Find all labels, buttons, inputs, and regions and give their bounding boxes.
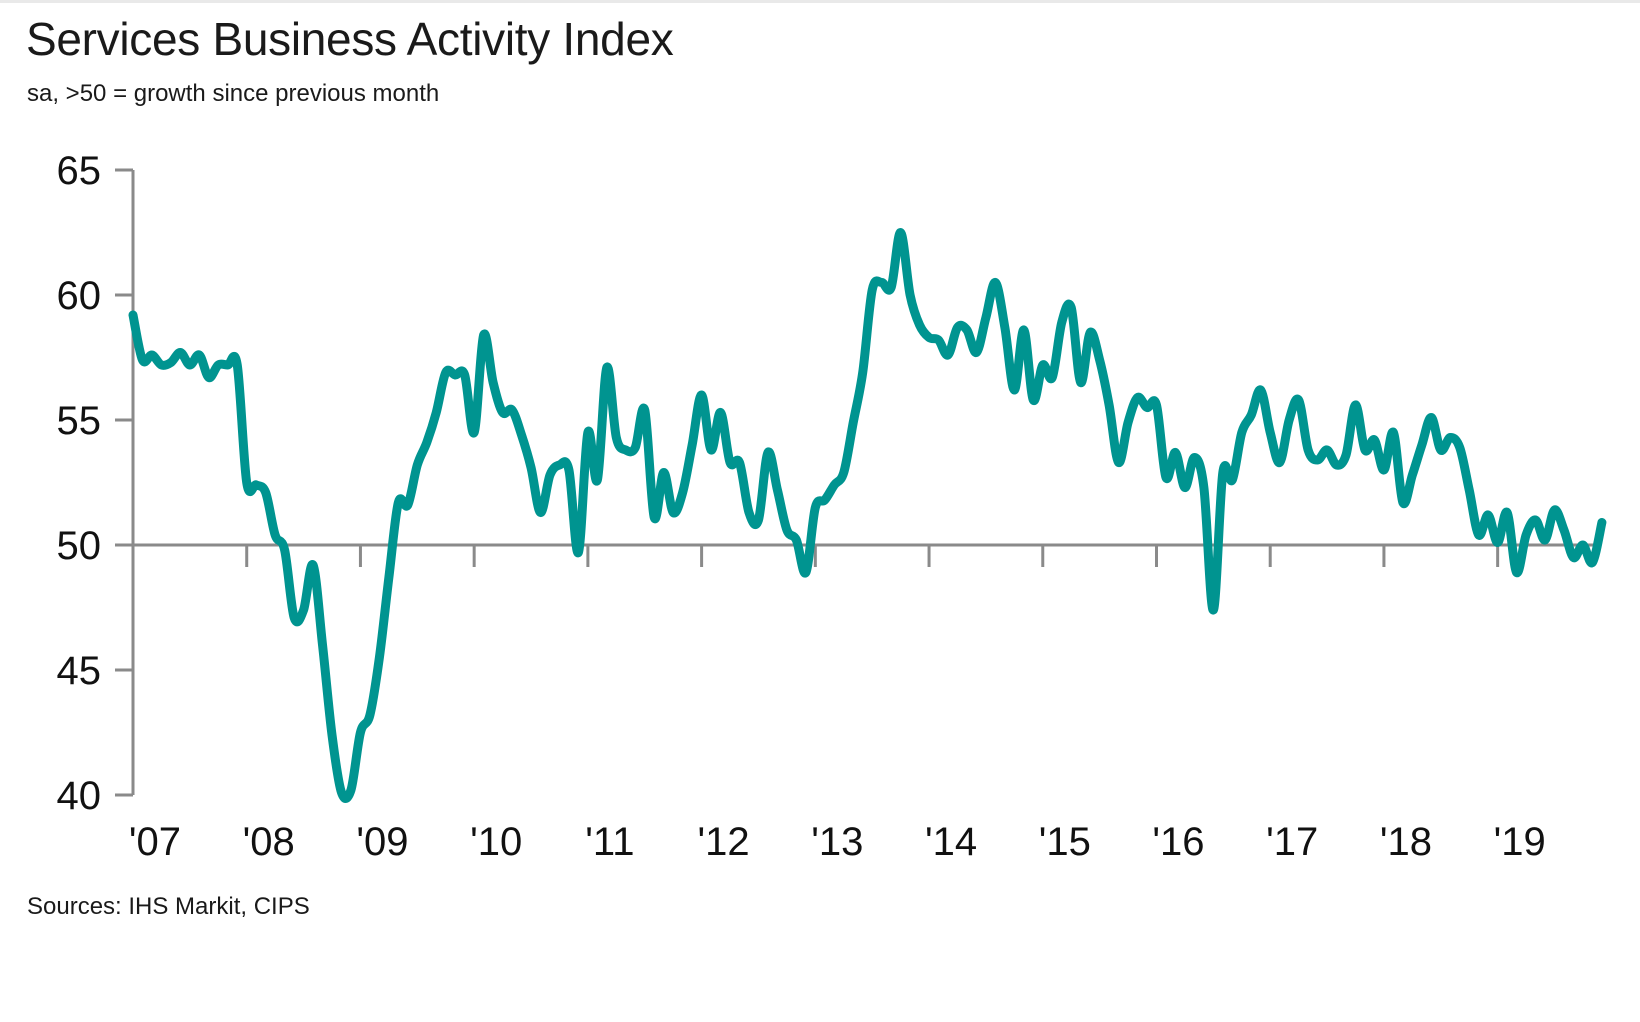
chart-subtitle: sa, >50 = growth since previous month [27, 80, 440, 107]
y-axis-label-group: 40 45 50 55 60 65 [57, 149, 102, 818]
y-axis-tick-label: 55 [57, 399, 102, 443]
y-axis-tick-label: 45 [57, 649, 102, 693]
x-axis-label-group: '07 '08 '09 '10 '11 '12 '13 '14 '15 '16 '17 '18 '19 [129, 820, 1546, 864]
x-axis-tick-label: '13 [811, 820, 863, 864]
y-axis-tick-label: 65 [57, 149, 102, 193]
chart-canvas: 40 45 50 55 60 65 '07 '08 '09 '10 '11 '12 '13 '14 '15… [0, 120, 1640, 880]
y-axis-tick-label: 40 [57, 774, 102, 818]
x-axis-tick-label: '08 [243, 820, 295, 864]
y-axis-tick-label: 50 [57, 524, 102, 568]
x-axis-tick-label: '16 [1152, 820, 1204, 864]
x-axis-tick-label: '11 [585, 820, 634, 864]
y-axis-tick-label: 60 [57, 274, 102, 318]
services-pmi-line-chart: 40 45 50 55 60 65 '07 '08 '09 '10 '11 '12 '13 '14 '15… [57, 149, 1607, 864]
series-line-services-business-activity [128, 227, 1607, 803]
y-axis-tick-group [115, 168, 133, 797]
x-axis-tick-label: '17 [1266, 820, 1318, 864]
x-axis-tick-label: '14 [925, 820, 977, 864]
x-axis-tick-label: '10 [470, 820, 522, 864]
x-axis-tick-label: '19 [1494, 820, 1546, 864]
sources-note: Sources: IHS Markit, CIPS [27, 893, 310, 920]
x-axis-tick-group [131, 545, 1500, 567]
x-axis-tick-label: '18 [1380, 820, 1432, 864]
x-axis-tick-label: '12 [698, 820, 750, 864]
x-axis-tick-label: '09 [356, 820, 408, 864]
page-title: Services Business Activity Index [26, 13, 674, 65]
top-divider [0, 0, 1640, 3]
x-axis-tick-label: '07 [129, 820, 181, 864]
x-axis-tick-label: '15 [1039, 820, 1091, 864]
